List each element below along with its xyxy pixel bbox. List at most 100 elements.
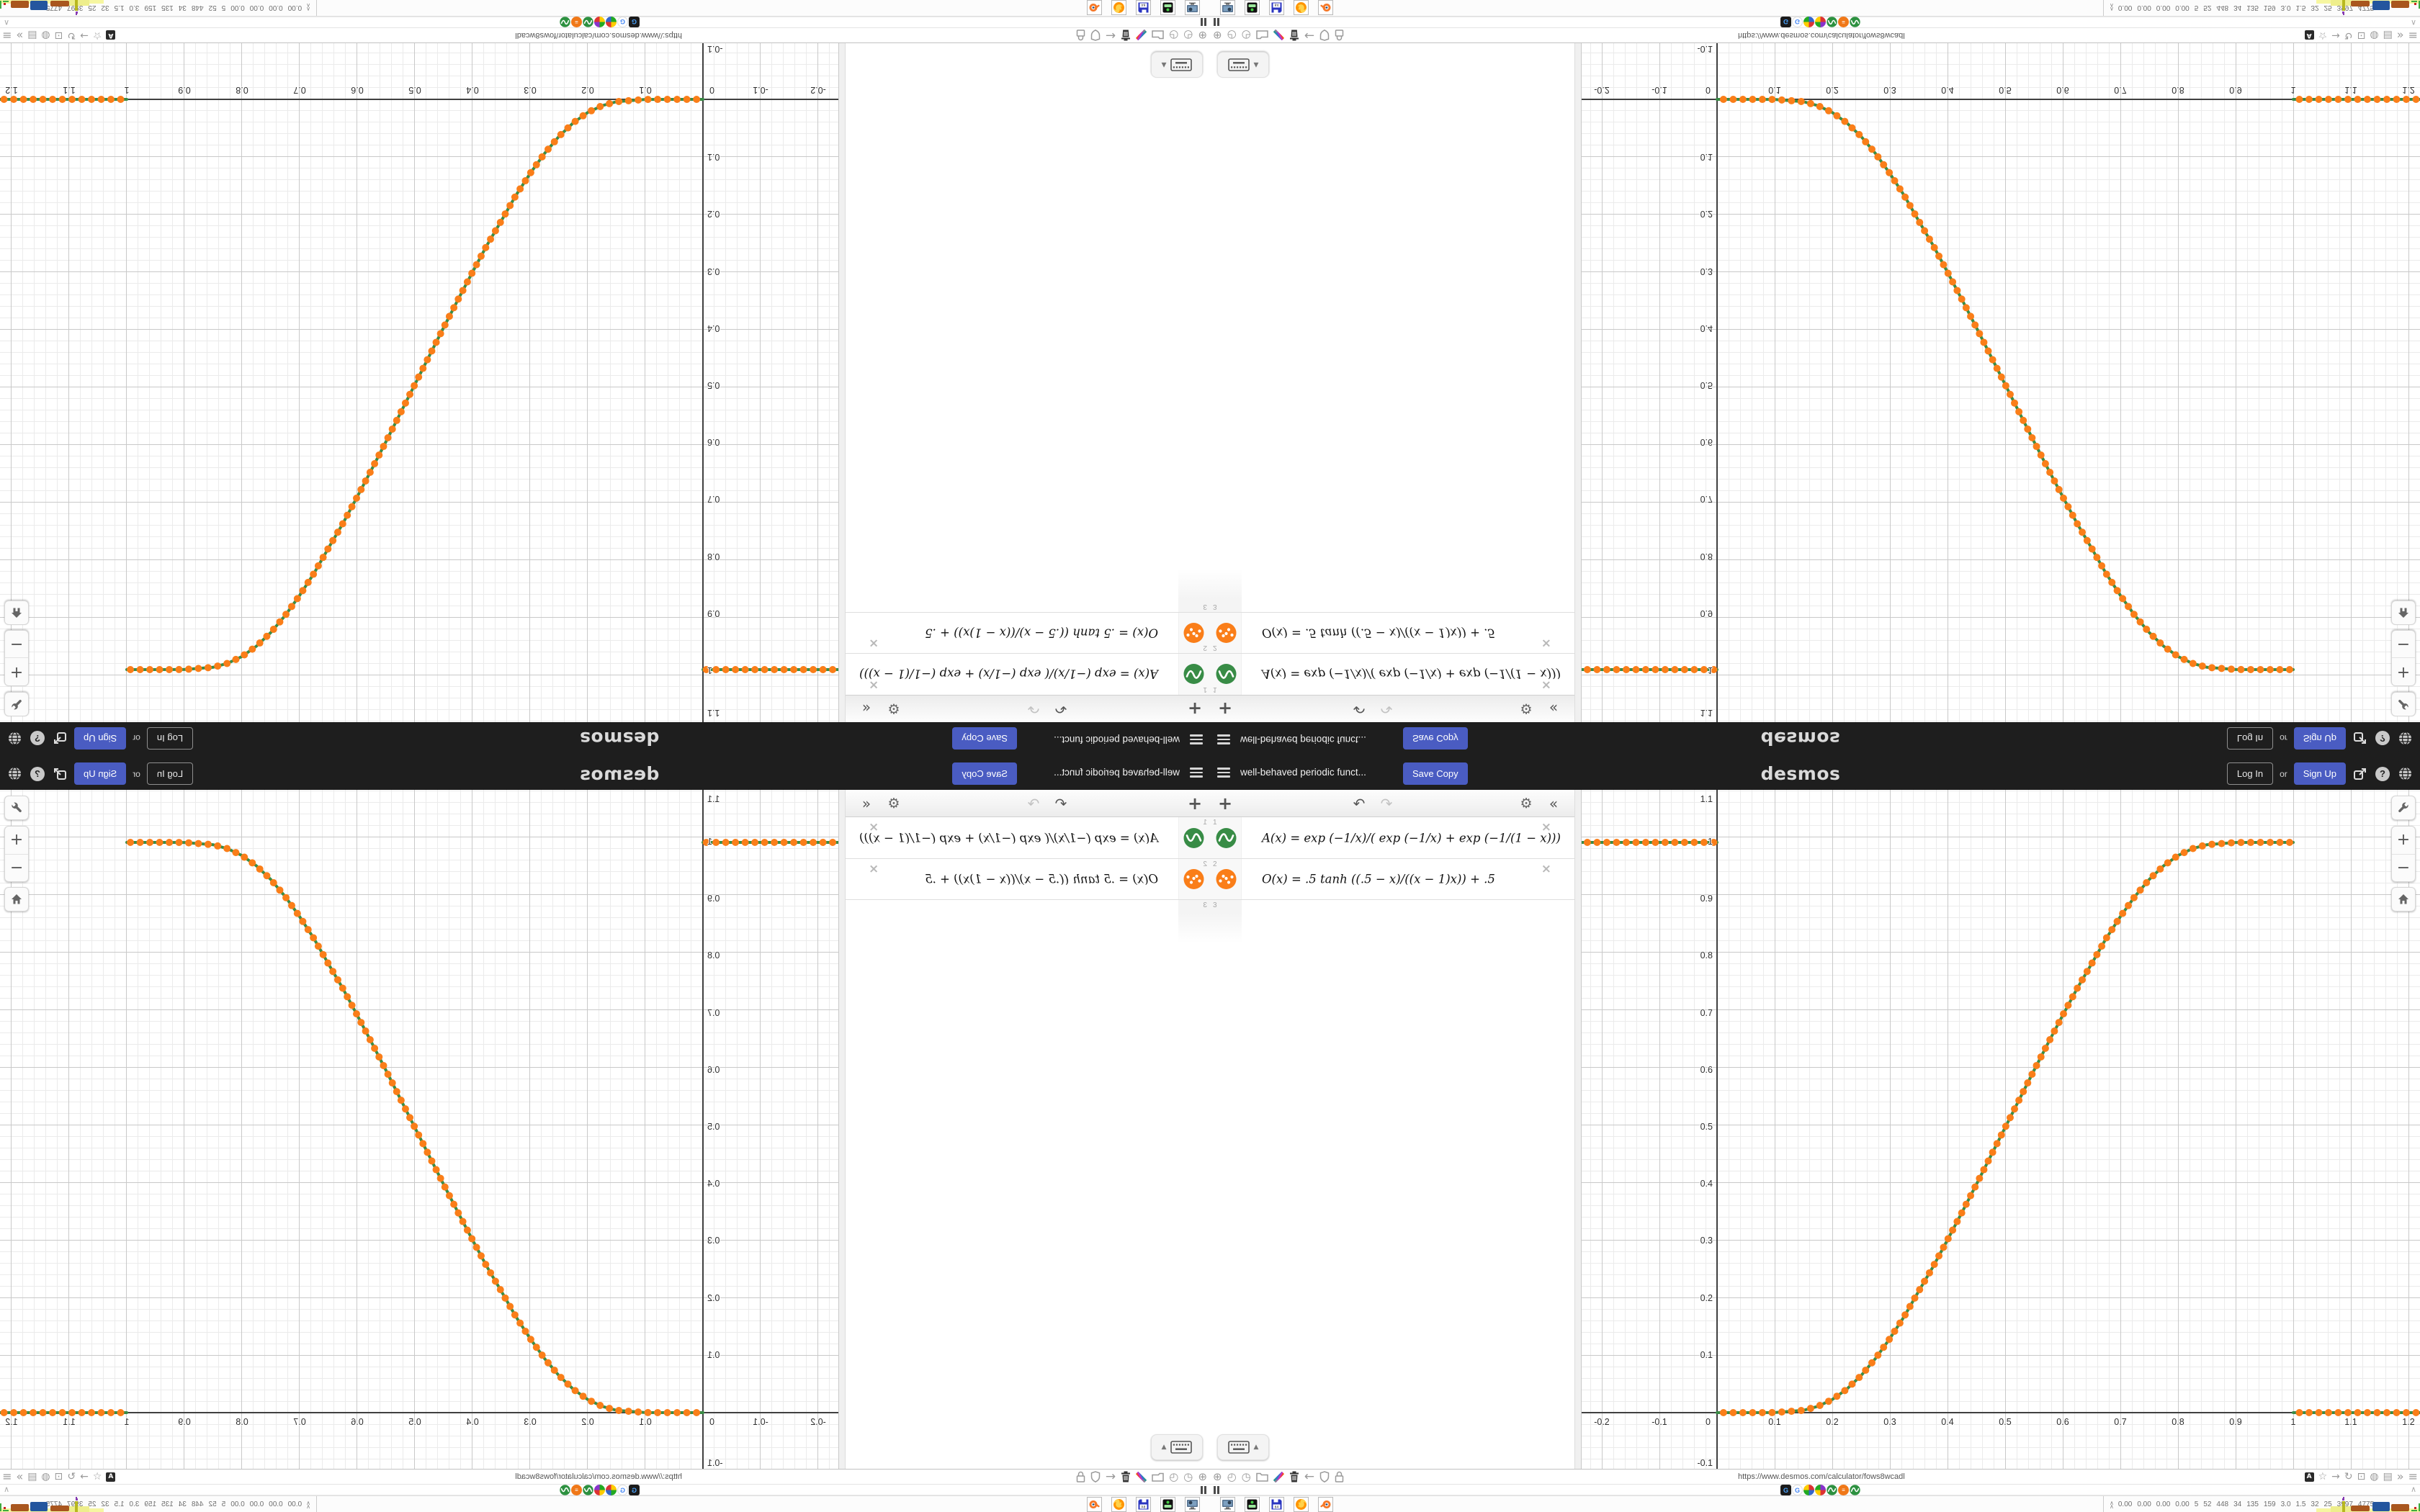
desmos-logo[interactable]: desmos [579, 728, 660, 749]
trash-icon[interactable] [1121, 1471, 1131, 1482]
save-copy-button[interactable]: Save Copy [1403, 762, 1468, 785]
menu-icon[interactable]: ≡ [2, 1470, 12, 1483]
favicon-google-g[interactable]: G [1792, 17, 1803, 27]
graph-settings-wrench-button[interactable] [4, 796, 29, 820]
lock-icon[interactable] [1335, 30, 1344, 41]
star-icon[interactable]: ☆ [92, 30, 102, 41]
archive-icon[interactable]: ⊡ [54, 30, 63, 41]
zoom-in-button[interactable]: + [9, 662, 24, 681]
desmos-logo[interactable]: desmos [579, 763, 660, 784]
expression-row-3-empty[interactable]: 3 [1210, 569, 1574, 612]
favicon-desmos[interactable] [1827, 1485, 1837, 1495]
zoom-out-button[interactable]: − [2392, 631, 2415, 659]
taskbar-firefox-app-icon[interactable] [1111, 0, 1126, 15]
globe-icon[interactable]: ⊕ [1198, 29, 1207, 42]
globe-icon[interactable]: ⊕ [1213, 1470, 1222, 1483]
graph-paper[interactable]: -0.2 -0.1 0 0.1 0.2 0.3 0.4 0.5 0.6 0.7 0.8 0.9 1 1.1… [0, 43, 838, 722]
forward-arrow-icon[interactable]: → [80, 30, 89, 41]
collapse-panel-icon[interactable]: « [1549, 795, 1559, 812]
expression-row-3-empty[interactable]: 3 [846, 569, 1210, 612]
back-arrow-icon[interactable]: ← [1304, 1469, 1315, 1484]
expression-latex[interactable]: A(x) = exp (−1/x)/( exp (−1/x) + exp (−1… [859, 831, 1158, 845]
close-icon[interactable]: × [869, 678, 879, 692]
refresh-icon[interactable]: ↻ [67, 30, 76, 41]
folder-icon[interactable] [1256, 30, 1268, 40]
menu-icon[interactable]: ≡ [2408, 29, 2418, 42]
brush-icon[interactable] [1273, 30, 1284, 41]
graph-settings-wrench-button[interactable] [4, 692, 29, 716]
zoom-out-button[interactable]: − [5, 853, 28, 881]
browser-address-bar[interactable]: ⊕ ◴ ◷ ← https://www.desmos.com/calculator/f… [1210, 1469, 2420, 1485]
expression-row-1[interactable]: 1 A(x) = exp (−1/x)/( exp (−1/x) + exp (… [1210, 817, 1574, 859]
brush-icon[interactable] [1273, 1471, 1284, 1482]
expression-latex[interactable]: A(x) = exp (−1/x)/( exp (−1/x) + exp (−1… [1262, 667, 1561, 681]
favicon-colorwheel2[interactable] [594, 1485, 605, 1495]
translate-icon[interactable]: A [106, 1472, 116, 1482]
redo-icon[interactable]: ↷ [1380, 700, 1393, 717]
favicon-google-g[interactable]: G [617, 17, 628, 27]
show-keyboard-button[interactable]: ▲ [1151, 52, 1203, 78]
archive-icon[interactable]: ⊡ [54, 1471, 63, 1482]
graph-settings-gear-icon[interactable]: ⚙ [887, 796, 900, 811]
expression-style-icon-orange-dotted[interactable] [1183, 623, 1204, 644]
expression-style-icon-green[interactable] [1216, 664, 1237, 685]
collapse-panel-icon[interactable]: « [861, 700, 871, 717]
taskbar-drive-app-icon[interactable] [1160, 1497, 1175, 1512]
expression-style-icon-orange-dotted[interactable] [1216, 869, 1237, 890]
expression-latex[interactable]: O(x) = .5 tanh ((.5 − x)/((x − 1)x)) + .… [1262, 626, 1495, 640]
help-icon[interactable]: ? [2375, 731, 2390, 747]
browser-address-bar[interactable]: ⊕ ◴ ◷ ← https://www.desmos.com/calculator/f… [0, 27, 1210, 43]
expression-style-icon-green[interactable] [1183, 664, 1204, 685]
panel-resize-handle[interactable] [1574, 790, 1582, 1469]
taskbar-blender-app-icon[interactable] [1087, 1497, 1102, 1512]
expression-row-1[interactable]: 1 A(x) = exp (−1/x)/( exp (−1/x) + exp (… [846, 653, 1210, 695]
zoom-out-button[interactable]: − [2392, 853, 2415, 881]
back-arrow-icon[interactable]: ← [1105, 1469, 1116, 1484]
close-icon[interactable]: × [1541, 820, 1551, 834]
sign-up-button[interactable]: Sign Up [2293, 762, 2346, 785]
taskbar-firefox-app-icon[interactable] [1294, 0, 1309, 15]
expression-row-2[interactable]: 2 O(x) = .5 tanh ((.5 − x)/((x − 1)x)) +… [1210, 859, 1574, 900]
gauge2-icon[interactable]: ◷ [1169, 29, 1179, 42]
graph-settings-wrench-button[interactable] [2391, 796, 2416, 820]
expression-style-icon-green[interactable] [1183, 827, 1204, 848]
expression-row-2[interactable]: 2 O(x) = .5 tanh ((.5 − x)/((x − 1)x)) +… [846, 612, 1210, 653]
share-icon[interactable] [52, 766, 68, 782]
language-globe-icon[interactable] [2397, 731, 2413, 747]
favicon-google-g[interactable]: G [1792, 1485, 1803, 1495]
default-zoom-home-button[interactable] [2391, 600, 2416, 625]
taskbar-firefox-app-icon[interactable] [1294, 1497, 1309, 1512]
menu-icon[interactable]: ≡ [2408, 1470, 2418, 1483]
expand-caret-icon[interactable]: ∧ [4, 1485, 10, 1494]
sign-up-button[interactable]: Sign Up [74, 727, 127, 750]
folder-icon[interactable] [1256, 1472, 1268, 1482]
refresh-icon[interactable]: ↻ [2344, 1471, 2353, 1482]
help-icon[interactable]: ? [2375, 766, 2390, 782]
close-icon[interactable]: × [869, 820, 879, 834]
taskbar-drive-app-icon[interactable] [1245, 1497, 1260, 1512]
favicon-github-g[interactable]: G [629, 1485, 640, 1495]
close-icon[interactable]: × [1541, 678, 1551, 692]
trash-icon[interactable] [1121, 30, 1131, 41]
panel-resize-handle[interactable] [1574, 43, 1582, 722]
lock-icon[interactable] [1335, 1471, 1344, 1482]
favicon-colorwheel2[interactable] [1815, 1485, 1826, 1495]
favicon-desmos[interactable] [583, 17, 593, 27]
expression-style-icon-green[interactable] [1216, 827, 1237, 848]
favicon-colorwheel2[interactable] [1815, 17, 1826, 27]
taskbar-floppy64-app-icon[interactable]: 64 [1269, 1497, 1284, 1512]
translate-icon[interactable]: A [2304, 30, 2314, 40]
panel-resize-handle[interactable] [838, 43, 846, 722]
pause-icon[interactable] [1201, 18, 1206, 26]
taskbar-blender-app-icon[interactable] [1318, 0, 1333, 15]
archive-icon[interactable]: ⊡ [2357, 30, 2366, 41]
expression-latex[interactable]: O(x) = .5 tanh ((.5 − x)/((x − 1)x)) + .… [925, 626, 1158, 640]
star-icon[interactable]: ☆ [2318, 1471, 2328, 1482]
add-expression-button[interactable]: + [1217, 793, 1233, 814]
star-icon[interactable]: ☆ [2318, 30, 2328, 41]
globe-icon[interactable]: ⊕ [1198, 1470, 1207, 1483]
default-zoom-home-button[interactable] [4, 887, 29, 912]
favicon-desmos2[interactable] [1850, 17, 1860, 27]
forward-arrow-icon[interactable]: → [2331, 1471, 2340, 1482]
brush-icon[interactable] [1136, 30, 1147, 41]
